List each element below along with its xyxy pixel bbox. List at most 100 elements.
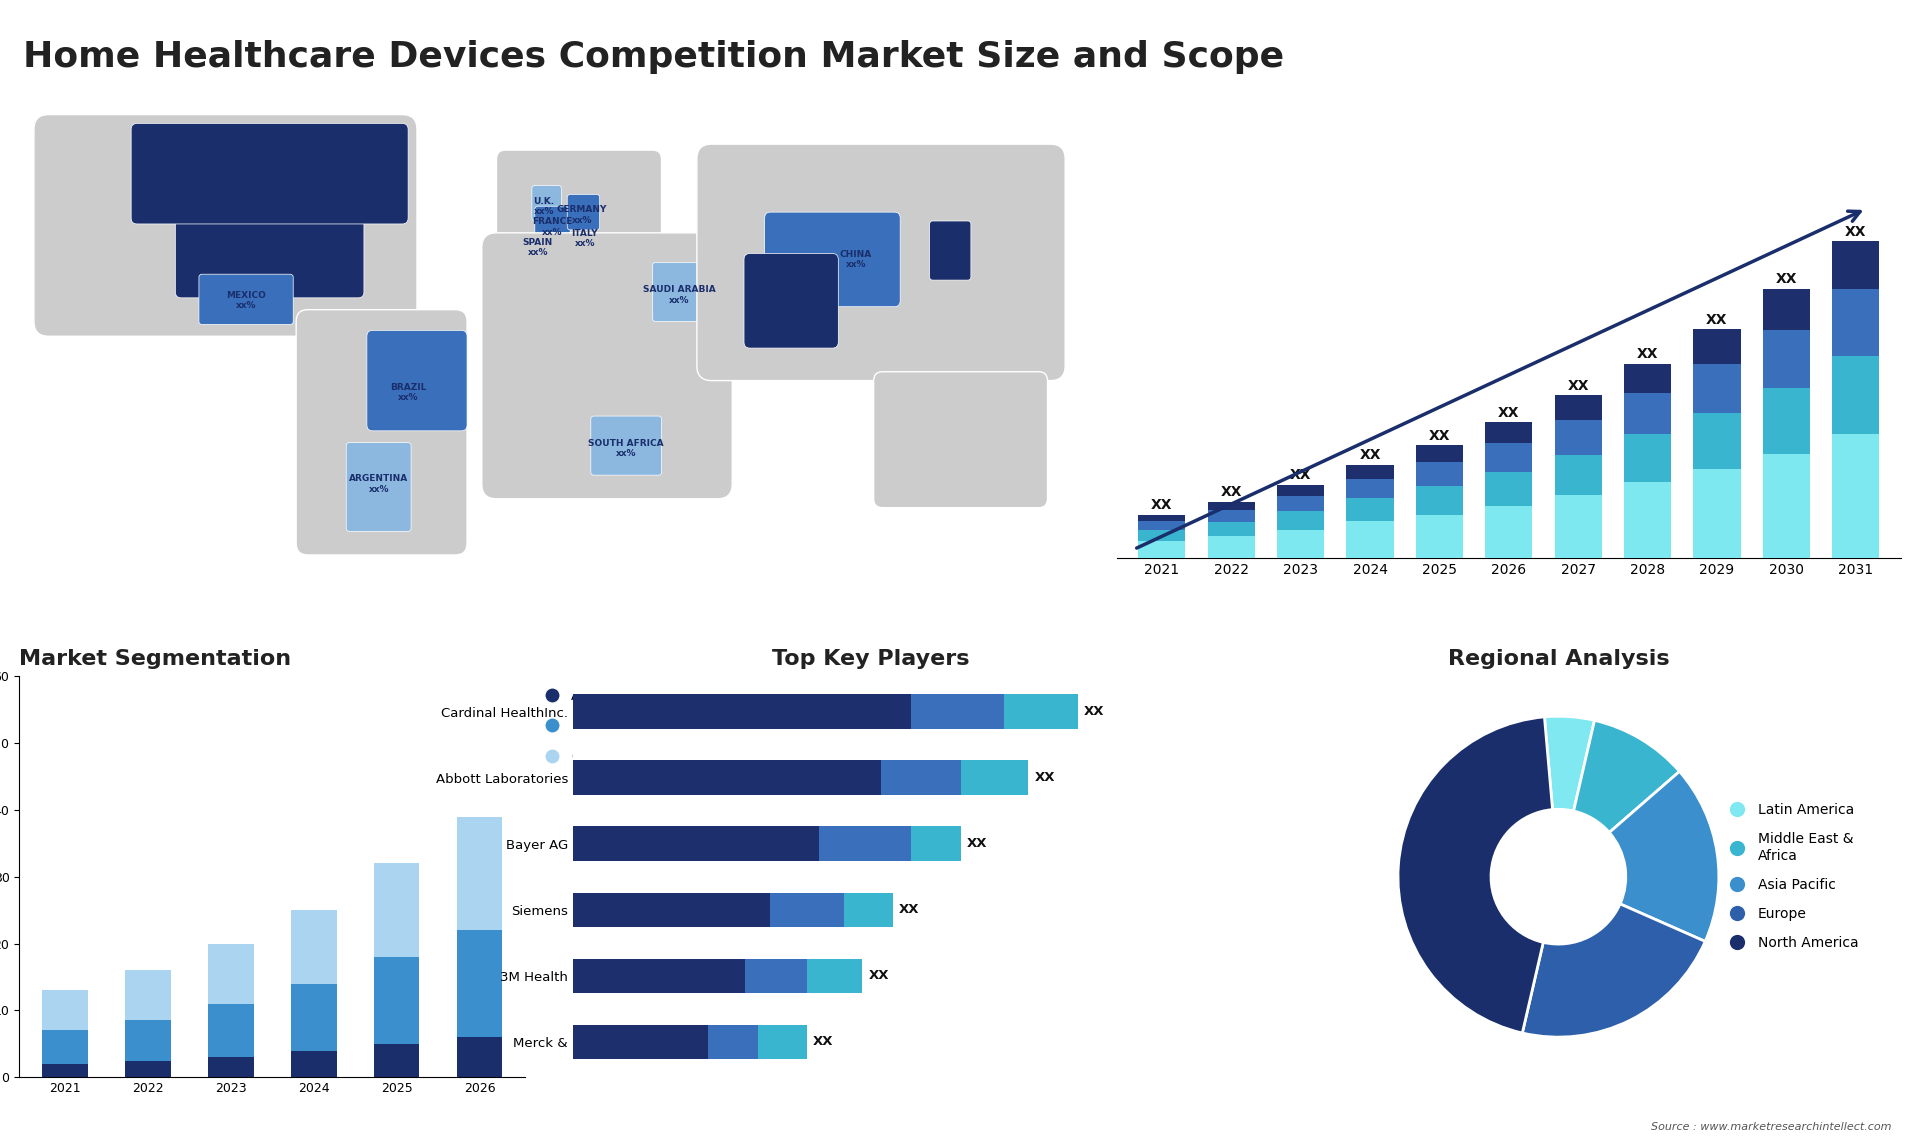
Bar	[881, 761, 960, 795]
Bar	[1832, 289, 1880, 356]
Bar	[572, 694, 912, 729]
Wedge shape	[1523, 904, 1705, 1037]
Bar	[843, 893, 893, 927]
Bar	[207, 1004, 253, 1057]
Bar	[912, 826, 960, 861]
Text: XX: XX	[1428, 429, 1450, 442]
Bar	[1693, 329, 1741, 363]
Bar	[292, 983, 336, 1051]
Bar	[42, 990, 88, 1030]
FancyBboxPatch shape	[367, 330, 467, 431]
Bar	[1208, 523, 1256, 536]
FancyBboxPatch shape	[536, 206, 570, 242]
Title: Regional Analysis: Regional Analysis	[1448, 649, 1668, 669]
Bar	[1763, 289, 1811, 330]
Text: Source : www.marketresearchintellect.com: Source : www.marketresearchintellect.com	[1651, 1122, 1891, 1132]
Bar	[1415, 463, 1463, 486]
Bar	[572, 761, 881, 795]
Bar	[374, 957, 419, 1044]
Bar	[1832, 242, 1880, 289]
Bar	[1624, 393, 1670, 434]
Text: SPAIN
xx%: SPAIN xx%	[522, 238, 553, 258]
Bar	[1004, 694, 1077, 729]
FancyBboxPatch shape	[764, 212, 900, 307]
FancyBboxPatch shape	[532, 186, 561, 221]
FancyBboxPatch shape	[566, 195, 599, 230]
Bar	[1208, 536, 1256, 558]
Text: Market Segmentation: Market Segmentation	[19, 649, 292, 669]
Bar	[125, 1020, 171, 1060]
Text: XX: XX	[968, 838, 987, 850]
Bar	[1832, 356, 1880, 434]
Bar	[1139, 515, 1185, 521]
Bar	[292, 1051, 336, 1077]
Bar	[1763, 330, 1811, 387]
Bar	[1486, 444, 1532, 472]
Wedge shape	[1544, 716, 1594, 811]
Bar	[1139, 521, 1185, 529]
Bar	[1555, 421, 1601, 455]
Text: XX: XX	[812, 1035, 833, 1049]
Text: XX: XX	[1567, 378, 1590, 393]
FancyBboxPatch shape	[296, 309, 467, 555]
Bar	[125, 971, 171, 1020]
Wedge shape	[1609, 771, 1718, 941]
Legend: Application, Product, Geography: Application, Product, Geography	[532, 683, 655, 769]
Text: XX: XX	[1083, 705, 1104, 719]
Bar	[1486, 505, 1532, 558]
Bar	[207, 943, 253, 1004]
Text: JAPAN
xx%: JAPAN xx%	[935, 246, 966, 266]
Bar	[42, 1063, 88, 1077]
Bar	[770, 893, 843, 927]
Bar	[1139, 529, 1185, 541]
Bar	[457, 1037, 503, 1077]
Text: SAUDI ARABIA
xx%: SAUDI ARABIA xx%	[643, 285, 716, 305]
FancyBboxPatch shape	[745, 253, 839, 348]
Text: XX: XX	[1035, 771, 1054, 784]
Title: Top Key Players: Top Key Players	[772, 649, 970, 669]
Bar	[1763, 454, 1811, 558]
Bar	[1624, 434, 1670, 482]
FancyBboxPatch shape	[35, 115, 417, 336]
FancyBboxPatch shape	[697, 144, 1066, 380]
Bar	[1277, 496, 1325, 511]
Text: XX: XX	[868, 970, 889, 982]
Bar	[1346, 479, 1394, 499]
FancyBboxPatch shape	[200, 274, 294, 324]
FancyBboxPatch shape	[653, 262, 718, 322]
Bar	[1555, 395, 1601, 421]
FancyBboxPatch shape	[175, 197, 365, 298]
Bar	[1555, 495, 1601, 558]
Bar	[1486, 472, 1532, 505]
Bar	[1277, 511, 1325, 529]
Bar	[1624, 363, 1670, 393]
Legend: Latin America, Middle East &
Africa, Asia Pacific, Europe, North America: Latin America, Middle East & Africa, Asi…	[1718, 798, 1864, 956]
Bar	[1346, 464, 1394, 479]
Wedge shape	[1398, 717, 1553, 1033]
Bar	[292, 910, 336, 983]
Bar	[1277, 485, 1325, 496]
Bar	[1346, 499, 1394, 521]
Bar	[572, 893, 770, 927]
Bar	[1832, 434, 1880, 558]
Text: XX: XX	[1845, 225, 1866, 238]
Text: FRANCE
xx%: FRANCE xx%	[532, 218, 572, 236]
Text: XX: XX	[1221, 485, 1242, 499]
Text: U.S.
xx%: U.S. xx%	[259, 244, 280, 264]
Text: XX: XX	[1638, 347, 1659, 361]
Bar	[1277, 529, 1325, 558]
Bar	[572, 1025, 708, 1059]
FancyBboxPatch shape	[346, 442, 411, 532]
Bar	[1624, 482, 1670, 558]
Text: ITALY
xx%: ITALY xx%	[572, 229, 599, 249]
Text: ARGENTINA
xx%: ARGENTINA xx%	[349, 474, 409, 494]
Text: XX: XX	[899, 903, 920, 916]
Bar	[125, 1060, 171, 1077]
Bar	[1415, 515, 1463, 558]
Bar	[708, 1025, 758, 1059]
Text: INDIA
xx%: INDIA xx%	[770, 295, 801, 314]
Bar	[806, 958, 862, 992]
Text: XX: XX	[1290, 469, 1311, 482]
FancyBboxPatch shape	[482, 233, 732, 499]
Text: XX: XX	[1498, 406, 1519, 419]
